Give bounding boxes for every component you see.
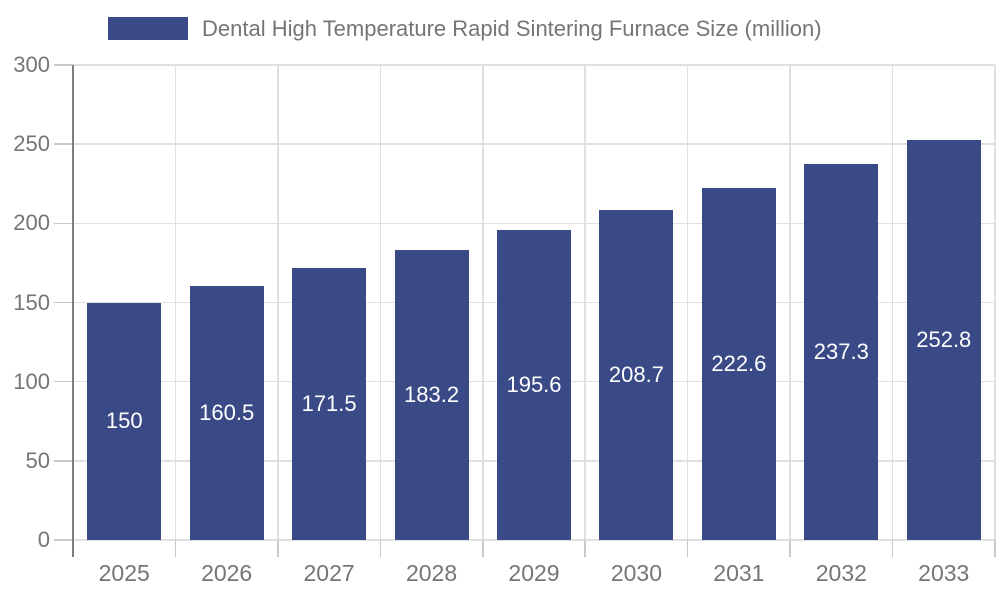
y-axis-tick [54,64,73,66]
y-axis-tick-label: 300 [13,52,50,77]
x-gridline [379,65,382,540]
bar-value-label: 222.6 [711,350,767,376]
x-axis-tick [789,540,791,557]
legend-item[interactable]: Dental High Temperature Rapid Sintering … [108,17,822,40]
y-axis-tick [54,222,73,225]
y-axis-tick-label: 200 [13,210,50,236]
x-gridline [277,65,279,540]
bar-value-label: 183.2 [404,381,460,407]
x-axis-tick [277,540,279,557]
x-axis-tick [482,540,484,557]
y-axis-tick-label: 0 [37,527,50,552]
x-axis-tick [584,540,586,557]
y-gridline [73,143,995,145]
x-axis-tick [891,540,894,557]
y-gridline [73,64,995,66]
y-axis-tick [54,380,73,383]
x-axis-tick-label: 2030 [610,560,663,586]
bar-value-label: 237.3 [813,339,869,365]
x-axis-tick-label: 2025 [98,560,150,586]
x-axis-tick [686,540,689,557]
bar[interactable]: 160.5 [189,285,264,540]
bar-value-label: 208.7 [608,361,664,387]
x-gridline [789,65,791,540]
x-gridline [174,65,177,540]
x-gridline [584,65,586,540]
y-axis-tick-label: 150 [13,289,50,315]
y-axis-line [72,65,74,557]
bar-value-label: 150 [105,408,143,434]
x-axis-tick-label: 2032 [815,560,867,586]
bar-value-label: 252.8 [916,326,972,352]
x-axis-tick-label: 2033 [918,560,970,586]
bar-value-label: 160.5 [199,399,255,425]
y-axis-tick-label: 250 [13,131,50,157]
bar[interactable]: 195.6 [497,230,571,540]
bar[interactable]: 237.3 [804,164,879,540]
x-gridline [686,65,689,540]
x-axis-tick-label: 2031 [713,560,765,586]
x-gridline [891,65,894,540]
y-axis-tick [54,460,73,462]
bar[interactable]: 183.2 [394,249,469,540]
x-axis-tick [994,540,996,557]
bar-value-label: 171.5 [301,391,357,417]
x-axis-tick [174,540,177,557]
bar-value-label: 195.6 [506,372,562,398]
x-axis-tick-label: 2026 [201,560,253,586]
x-axis-tick [379,540,382,557]
bar[interactable]: 150 [87,302,162,540]
legend-swatch [108,17,188,40]
y-axis-tick [54,539,73,541]
y-gridline [73,539,995,541]
x-gridline [482,65,484,540]
bar[interactable]: 222.6 [701,187,776,540]
x-axis-tick-label: 2029 [508,560,560,586]
bar[interactable]: 252.8 [906,139,981,540]
y-axis-tick [54,301,73,304]
y-axis-tick [54,143,73,145]
x-axis-tick-label: 2027 [303,560,355,586]
x-axis-tick-label: 2028 [405,560,458,586]
legend-label: Dental High Temperature Rapid Sintering … [202,16,822,41]
y-axis-tick-label: 50 [25,447,50,473]
bar[interactable]: 171.5 [292,268,367,540]
x-gridline [994,65,996,540]
y-gridline [73,222,995,225]
y-axis-tick-label: 100 [13,368,50,394]
bar[interactable]: 208.7 [599,209,674,540]
